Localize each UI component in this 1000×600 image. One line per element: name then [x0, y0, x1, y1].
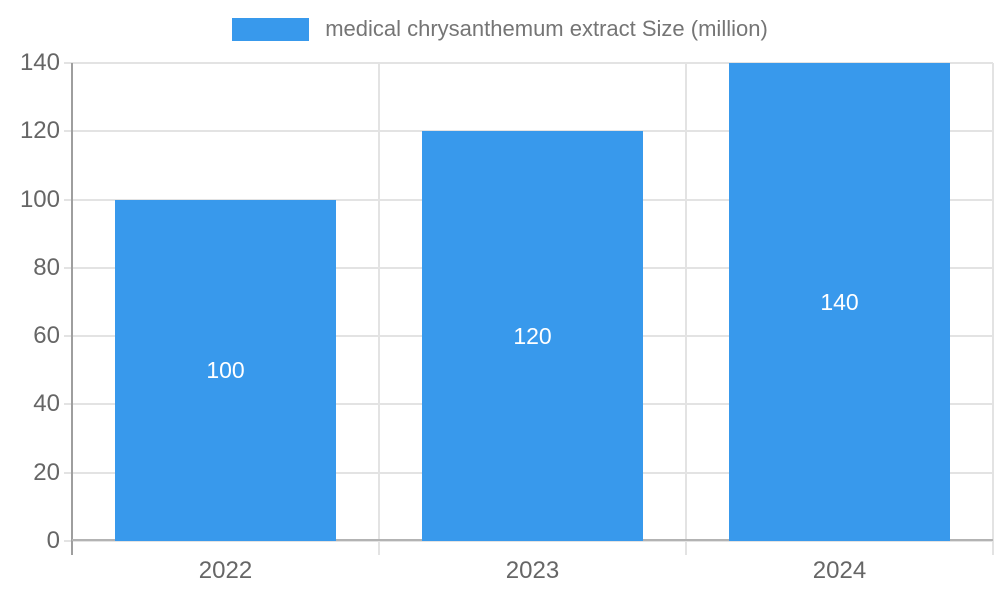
y-tick-label: 100 [19, 185, 60, 213]
y-tick-label: 120 [19, 117, 60, 145]
y-axis-line [71, 63, 73, 555]
x-tick-label: 2024 [812, 557, 867, 584]
y-tick-label: 80 [33, 253, 60, 281]
y-tick-label: 60 [33, 322, 60, 350]
bar-value-label: 100 [206, 357, 245, 384]
gridline [64, 540, 993, 542]
gridline [378, 63, 380, 555]
y-axis-labels: 0 20 40 60 80 100 120 140 [0, 49, 60, 554]
bar-2023[interactable] [422, 131, 643, 541]
x-tick-label: 2022 [198, 557, 253, 584]
y-tick-label: 20 [33, 458, 60, 486]
bar-value-label: 120 [513, 323, 552, 350]
bar-value-label: 140 [820, 289, 859, 315]
y-tick-label: 40 [33, 390, 60, 418]
gridline [992, 63, 994, 555]
x-axis-labels: 2022 2023 2024 [72, 556, 993, 588]
x-tick-label: 2023 [505, 557, 560, 584]
plot-area: 100 120 140 [64, 62, 994, 555]
y-tick-label: 0 [46, 527, 60, 554]
y-tick-label: 140 [19, 49, 60, 76]
gridline [685, 63, 687, 555]
bar-2022[interactable] [115, 199, 336, 541]
legend-swatch [232, 17, 310, 41]
chart-legend[interactable]: medical chrysanthemum extract Size (mill… [0, 16, 1000, 42]
legend-label: medical chrysanthemum extract Size (mill… [325, 16, 768, 41]
bar-2024[interactable] [729, 63, 950, 541]
gridline [64, 62, 993, 64]
